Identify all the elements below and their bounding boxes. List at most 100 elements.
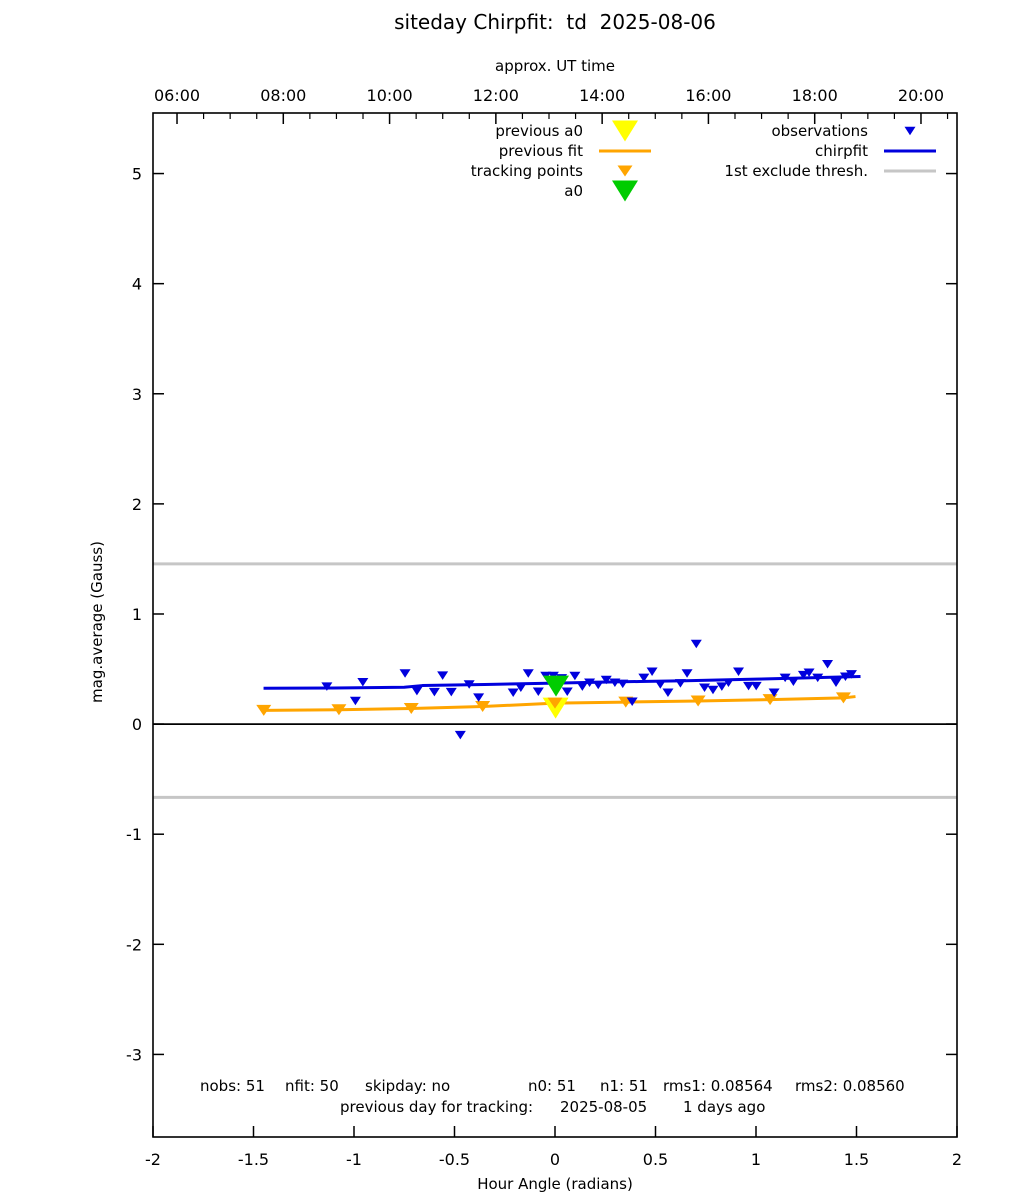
time-tick-label: 10:00 [367,86,413,105]
tracking-point [762,694,778,706]
observation-point [349,696,361,706]
x-axis-label: Hour Angle (radians) [477,1175,633,1193]
observation-point [445,687,457,697]
legend-previous-a0-marker-sample [612,120,638,142]
observation-point [733,667,745,677]
observation-point [592,680,604,690]
observation-point [707,685,719,695]
y-tick-label: 1 [132,605,142,624]
observation-point [787,677,799,686]
observation-point [690,639,702,649]
tracking-point [835,692,851,704]
tracking-point [690,695,706,707]
time-tick-label: 06:00 [154,86,200,105]
x-tick-label: 0 [550,1150,560,1169]
time-tick-label: 20:00 [898,86,944,105]
stat-nobs: nobs: 51 [200,1077,265,1095]
observation-point [845,670,857,679]
x-tick-label: 1.5 [844,1150,869,1169]
legend-observations-label: observations [771,122,868,140]
time-tick-label: 16:00 [685,86,731,105]
y-tick-label: -3 [126,1045,142,1064]
observation-point [839,672,851,682]
observation-point [638,673,650,683]
observation-point [617,679,629,689]
tracking-point [475,700,491,712]
legend-a0-marker-sample [612,180,638,202]
time-tick-label: 18:00 [792,86,838,105]
y-tick-label: 5 [132,165,142,184]
legend-observations-marker-sample [904,126,916,136]
observation-point [437,671,449,680]
observation-point [515,683,527,693]
observation-point [399,669,411,678]
x-tick-label: -1.5 [238,1150,269,1169]
observation-point [463,680,475,689]
observation-point [830,678,842,687]
stat-days-ago: 1 days ago [683,1098,766,1116]
observation-point [750,681,762,691]
legend-a0-label: a0 [564,182,583,200]
observation-point [812,673,824,683]
stat-previous-day-label: previous day for tracking: [340,1098,534,1116]
observation-point [576,682,588,691]
observation-point [584,678,596,688]
tracking-point [403,702,419,714]
tracking-point [547,697,563,709]
observation-point [674,679,686,688]
observation-point [411,686,423,696]
x-tick-label: -1 [346,1150,362,1169]
observation-point [473,693,485,702]
time-tick-label: 14:00 [579,86,625,105]
y-tick-label: -2 [126,935,142,954]
observation-point [532,687,544,696]
legend-tracking-points-label: tracking points [471,162,583,180]
y-tick-label: 0 [132,715,142,734]
observation-point [522,669,534,678]
y-tick-label: -1 [126,825,142,844]
x-tick-label: -0.5 [439,1150,470,1169]
plot-frame [152,112,958,1138]
y-tick-label: 2 [132,495,142,514]
observation-point [662,688,674,697]
observation-point [600,675,612,685]
stat-previous-day-date: 2025-08-05 [560,1098,648,1116]
legend-previous-a0-label: previous a0 [495,122,583,140]
top-axis-label: approx. UT time [495,57,615,75]
observation-point [561,687,573,696]
tracking-point [256,704,272,716]
stat-nfit: nfit: 50 [285,1077,339,1095]
stat-n0: n0: 51 [528,1077,576,1095]
observation-point [609,678,621,688]
observation-point [569,671,581,681]
observation-point [321,682,333,691]
time-tick-label: 12:00 [473,86,519,105]
legend-1st-exclude-thresh--label: 1st exclude thresh. [724,162,868,180]
y-tick-label: 3 [132,385,142,404]
observation-point [454,730,466,740]
x-tick-label: 1 [751,1150,761,1169]
observation-point [822,660,834,669]
observation-point [626,697,638,706]
x-tick-label: 0.5 [643,1150,668,1169]
chart-title: siteday Chirpfit: td 2025-08-06 [394,10,716,34]
observation-point [779,673,791,683]
observation-point [803,668,815,678]
observation-point [722,678,734,688]
observation-point [428,687,440,697]
observation-point [716,682,728,691]
x-tick-label: -2 [145,1150,161,1169]
observation-point [654,680,666,689]
stat-skipday: skipday: no [365,1077,451,1095]
observation-point [768,688,780,697]
y-tick-label: 4 [132,275,142,294]
a0-marker [543,675,570,697]
legend-previous-fit-label: previous fit [499,142,583,160]
observation-point [797,670,809,680]
tracking-point [331,704,347,716]
observation-point [357,678,369,687]
observation-point [743,681,755,691]
stat-n1: n1: 51 [600,1077,648,1095]
